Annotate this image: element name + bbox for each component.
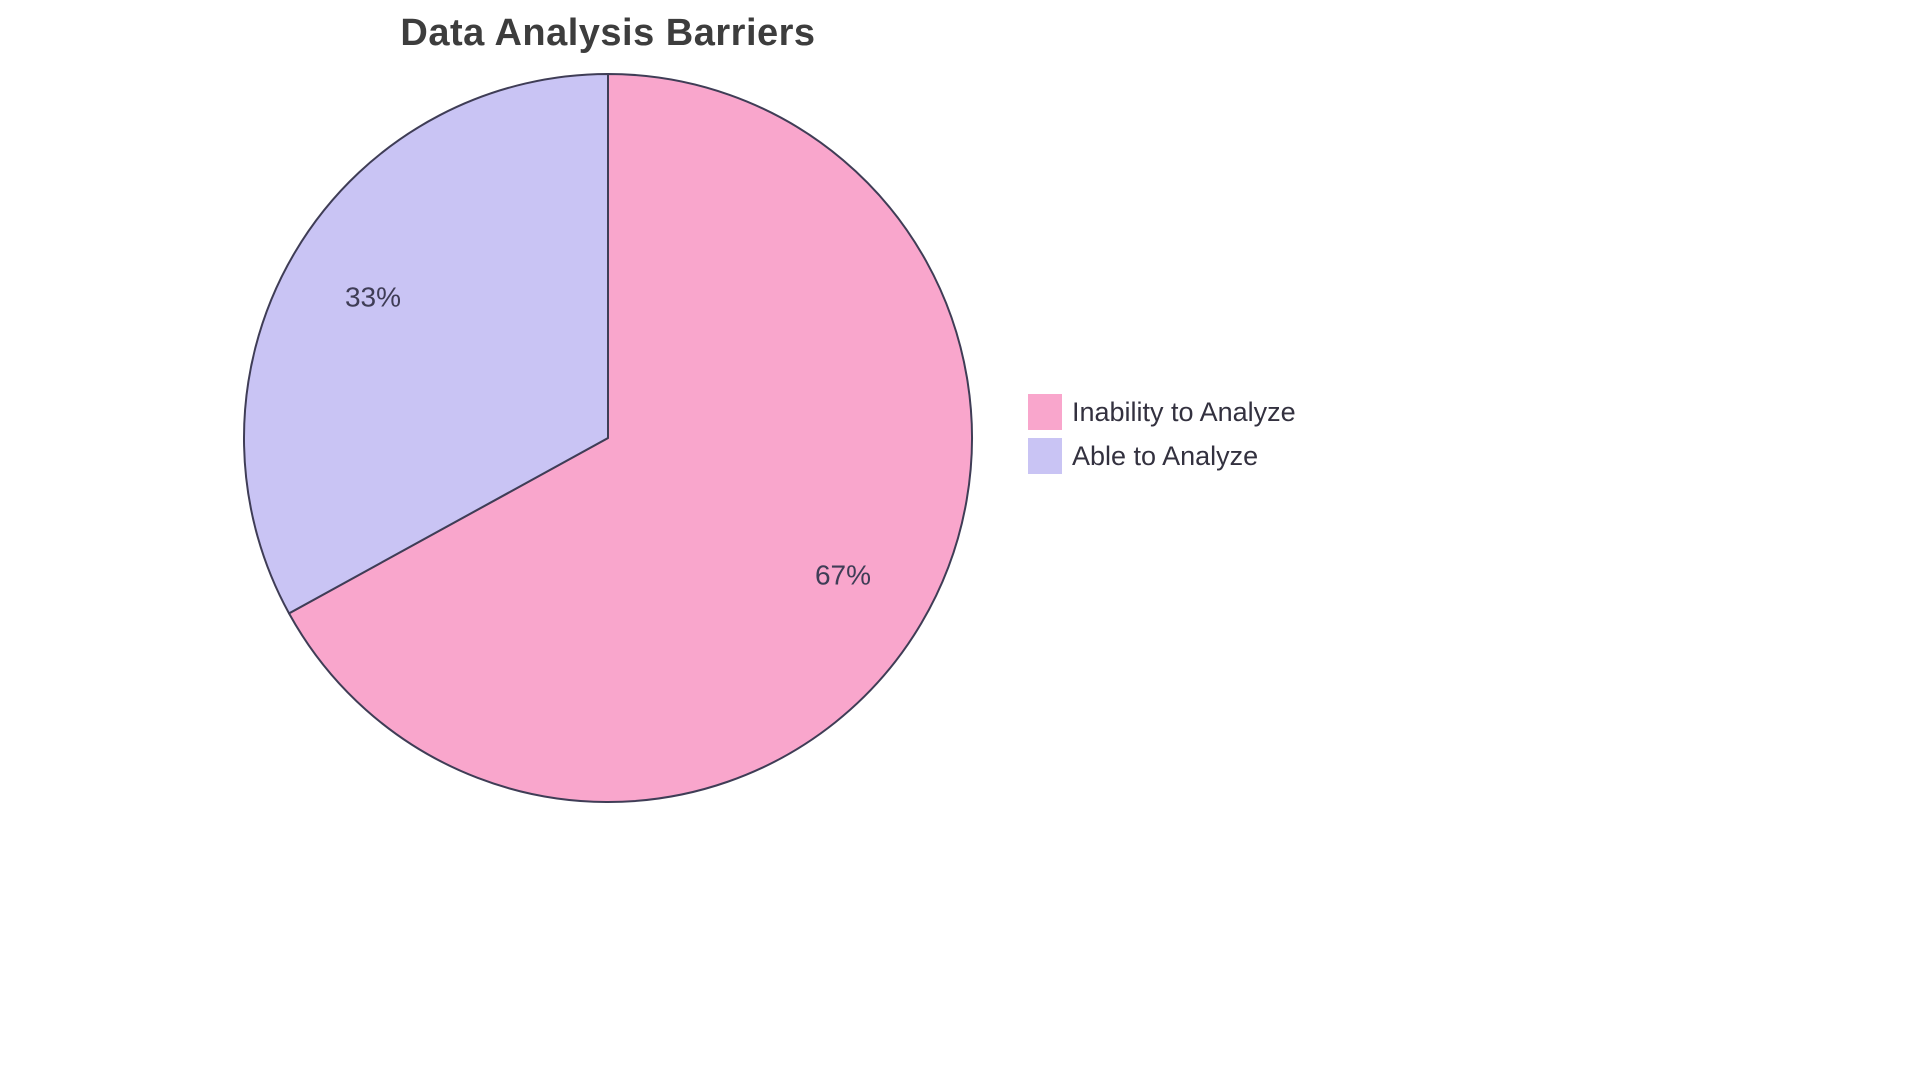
legend-item-1: Able to Analyze (1028, 438, 1296, 474)
legend-label-1: Able to Analyze (1072, 440, 1259, 471)
pie-slice-1 (243, 73, 609, 615)
legend: Inability to Analyze Able to Analyze (1028, 394, 1296, 474)
chart-title: Data Analysis Barriers (400, 12, 816, 54)
legend-label-0: Inability to Analyze (1072, 396, 1296, 427)
slice-percent-label-1: 33% (345, 281, 401, 312)
legend-item-0: Inability to Analyze (1028, 394, 1296, 430)
legend-swatch-0 (1028, 394, 1062, 430)
pie-slice-0 (288, 73, 973, 803)
legend-swatch-1 (1028, 438, 1062, 474)
slice-percent-label-0: 67% (815, 559, 871, 590)
